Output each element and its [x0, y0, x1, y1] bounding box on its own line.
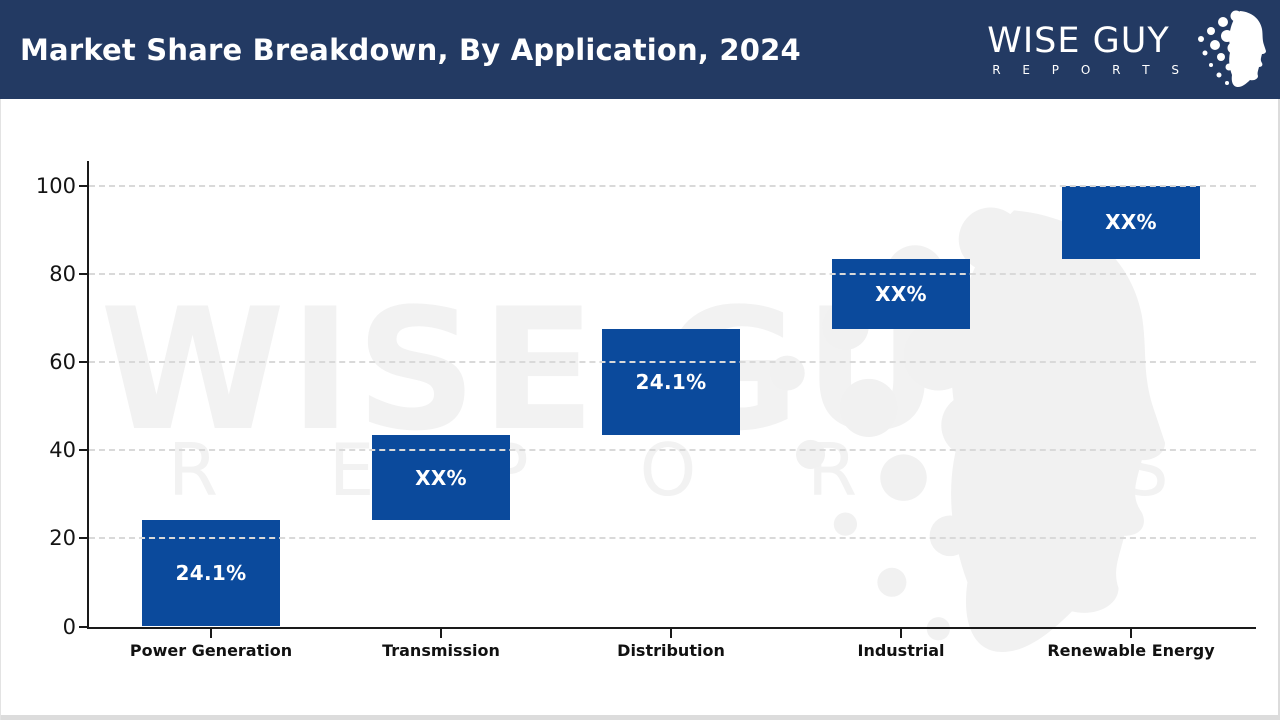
x-tick-4 [1130, 628, 1132, 638]
x-axis-line [87, 626, 1256, 629]
y-tick-100 [79, 184, 87, 187]
y-tick-label-40: 40 [49, 438, 76, 463]
gridline-60 [89, 360, 1256, 363]
x-category-label: Transmission [382, 640, 500, 660]
bar-industrial: XX% [832, 259, 970, 329]
x-tick-0 [210, 628, 212, 638]
bar-transmission: XX% [372, 435, 510, 521]
bar-value-label: XX% [1105, 210, 1157, 235]
dotted-head-profile-icon [1198, 10, 1266, 87]
gridline-80 [89, 272, 1256, 275]
y-tick-label-0: 0 [62, 614, 76, 639]
bar-renewable-energy: XX% [1062, 185, 1200, 260]
y-tick-label-60: 60 [49, 349, 76, 374]
page-bottom-strip [0, 715, 1280, 720]
header-band: Market Share Breakdown, By Application, … [0, 0, 1280, 99]
x-category-label: Power Generation [129, 640, 293, 660]
bar-value-label: XX% [875, 281, 927, 306]
x-category-label: Distribution [617, 640, 725, 660]
y-tick-label-100: 100 [35, 173, 76, 198]
y-tick-40 [79, 449, 87, 452]
y-tick-20 [79, 537, 87, 540]
brand-name: WISE GUY [987, 21, 1170, 62]
page-title: Market Share Breakdown, By Application, … [20, 32, 801, 67]
bar-value-label: 24.1% [175, 561, 247, 586]
bar-value-label: 24.1% [635, 369, 707, 394]
gridline-100 [89, 184, 1256, 187]
brand-subtitle: R E P O R T S [992, 62, 1188, 77]
gridline-20 [89, 537, 1256, 540]
bar-distribution: 24.1% [602, 328, 740, 436]
y-tick-80 [79, 272, 87, 275]
y-tick-0 [79, 625, 87, 628]
brand-logo: WISE GUY R E P O R T S [987, 8, 1266, 92]
bar-power-generation: 24.1% [142, 520, 280, 627]
y-tick-label-20: 20 [49, 526, 76, 551]
gridline-40 [89, 449, 1256, 452]
x-tick-2 [670, 628, 672, 638]
x-tick-1 [440, 628, 442, 638]
page-left-edge [0, 99, 1, 720]
y-tick-60 [79, 360, 87, 363]
waterfall-chart: 0 20 40 60 80 100 24.1% Power Generation XX% Tran… [0, 99, 1280, 720]
y-tick-label-80: 80 [49, 261, 76, 286]
y-axis-line [87, 161, 89, 629]
bar-value-label: XX% [415, 465, 467, 490]
x-category-label: Industrial [857, 640, 945, 660]
page-right-edge [1278, 0, 1280, 720]
x-category-label: Renewable Energy [1047, 640, 1215, 660]
brand-logo-text: WISE GUY R E P O R T S [987, 23, 1188, 77]
x-tick-3 [900, 628, 902, 638]
